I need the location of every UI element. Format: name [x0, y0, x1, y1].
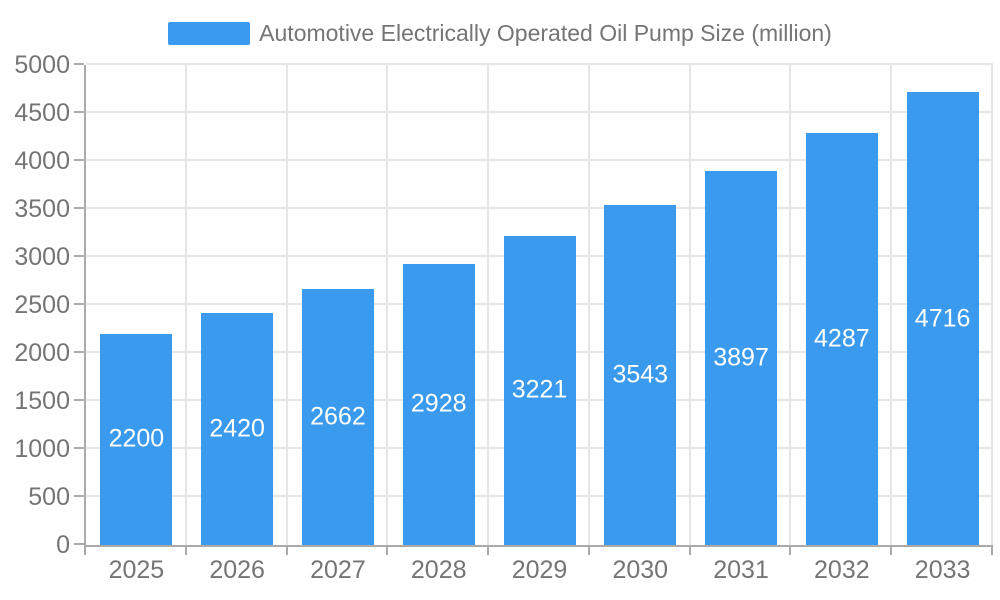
bar-value-label: 3543 — [612, 360, 669, 389]
gridline-vertical — [285, 65, 288, 545]
gridline-vertical — [587, 65, 590, 545]
bar-value-label: 4287 — [814, 324, 870, 353]
bar[interactable]: 2662 — [301, 289, 374, 545]
x-tick-label: 2029 — [511, 556, 568, 584]
x-axis-tick — [84, 545, 86, 555]
bar[interactable]: 3221 — [503, 235, 576, 545]
x-axis-line — [84, 545, 993, 547]
y-axis-line — [84, 65, 86, 545]
y-axis-tick — [74, 255, 84, 257]
x-tick-label: 2026 — [209, 556, 265, 584]
x-axis-tick — [285, 545, 288, 555]
y-axis-tick — [74, 111, 84, 113]
y-axis-tick — [74, 303, 84, 305]
x-tick-label: 2028 — [410, 556, 467, 584]
x-axis-labels: 2025 2026 2027 2028 2029 2030 2031 2032 2033 — [86, 556, 993, 590]
y-tick-label: 3000 — [14, 243, 70, 271]
x-axis-tick — [386, 545, 389, 555]
bar-value-label: 2200 — [108, 424, 165, 453]
x-axis-tick — [789, 545, 792, 555]
bar[interactable]: 2200 — [100, 333, 173, 545]
bar[interactable]: 2928 — [402, 263, 475, 545]
x-tick-label: 2033 — [914, 556, 971, 584]
bar[interactable]: 3897 — [705, 170, 778, 545]
bar[interactable]: 3543 — [604, 204, 677, 545]
bar-value-label: 3221 — [511, 375, 568, 404]
bar[interactable]: 2420 — [201, 312, 274, 545]
x-tick-label: 2027 — [310, 556, 366, 584]
legend-swatch[interactable] — [168, 22, 251, 45]
y-axis-tick — [74, 159, 84, 161]
x-axis-tick — [587, 545, 590, 555]
gridline-vertical — [688, 65, 691, 545]
y-axis-tick — [74, 63, 84, 65]
x-tick-label: 2025 — [108, 556, 165, 584]
x-tick-label: 2031 — [713, 556, 769, 584]
y-tick-label: 500 — [28, 483, 70, 511]
plot-area: 2200 2420 2662 2928 3221 3543 3897 4287 4716 — [74, 63, 993, 555]
y-tick-label: 2500 — [14, 291, 70, 319]
x-axis-tick — [991, 545, 993, 555]
gridline-vertical — [890, 65, 893, 545]
gridline-horizontal — [86, 111, 993, 113]
bar-value-label: 4716 — [914, 304, 971, 333]
y-axis-tick — [74, 447, 84, 449]
y-tick-label: 1500 — [14, 387, 70, 415]
x-tick-label: 2030 — [612, 556, 669, 584]
gridline-vertical — [789, 65, 792, 545]
x-axis-tick — [184, 545, 187, 555]
gridline-vertical — [991, 65, 993, 545]
bar[interactable]: 4287 — [805, 133, 878, 545]
x-axis-tick — [890, 545, 893, 555]
bar-value-label: 2928 — [410, 389, 467, 418]
gridline-vertical — [487, 65, 490, 545]
y-axis-tick — [74, 495, 84, 497]
gridline-vertical — [386, 65, 389, 545]
y-tick-label: 3500 — [14, 195, 70, 223]
y-tick-label: 5000 — [14, 51, 70, 79]
y-tick-label: 0 — [56, 531, 70, 559]
bar-value-label: 3897 — [713, 343, 769, 372]
gridline-horizontal — [86, 207, 993, 209]
y-tick-label: 1000 — [14, 435, 70, 463]
gridline-horizontal — [86, 159, 993, 161]
gridline-horizontal — [86, 63, 993, 65]
y-axis-tick — [74, 543, 84, 545]
y-tick-label: 4000 — [14, 147, 70, 175]
y-tick-label: 2000 — [14, 339, 70, 367]
gridline-vertical — [184, 65, 187, 545]
bar-value-label: 2662 — [310, 402, 366, 431]
y-tick-label: 4500 — [14, 99, 70, 127]
x-axis-tick — [487, 545, 490, 555]
x-tick-label: 2032 — [814, 556, 870, 584]
y-axis-tick — [74, 399, 84, 401]
x-axis-tick — [688, 545, 691, 555]
bar-value-label: 2420 — [209, 414, 265, 443]
y-axis-tick — [74, 351, 84, 353]
legend[interactable]: Automotive Electrically Operated Oil Pum… — [0, 20, 1000, 47]
legend-label[interactable]: Automotive Electrically Operated Oil Pum… — [259, 20, 832, 46]
y-axis-tick — [74, 207, 84, 209]
y-axis-labels: 0 500 1000 1500 2000 2500 3000 3500 4000 4500 5000 — [0, 51, 70, 559]
bar[interactable]: 4716 — [906, 92, 979, 545]
